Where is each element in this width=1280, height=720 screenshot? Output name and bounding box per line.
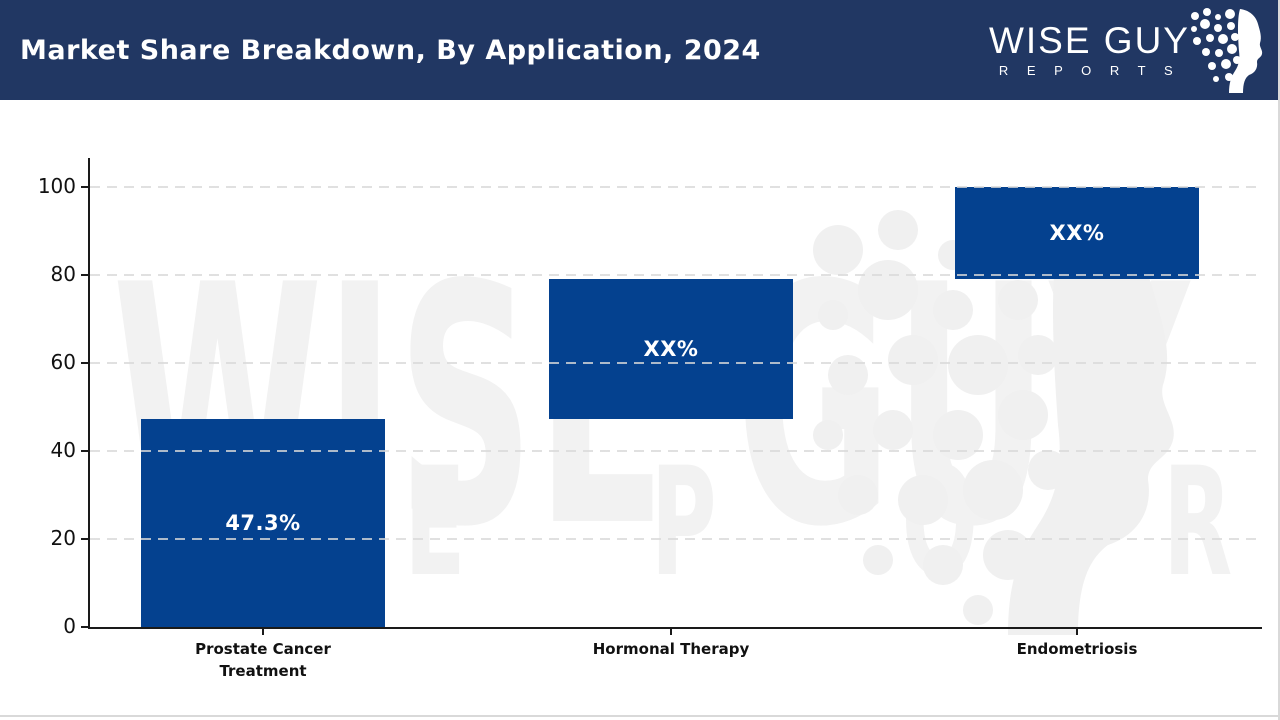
page-border-bottom: [0, 715, 1280, 717]
y-tick-label: 40: [50, 438, 76, 462]
brand-logo: WISE GUY R E P O R T S: [989, 0, 1266, 100]
page-border-right: [1278, 0, 1280, 720]
category-label-hormonal-therapy: Hormonal Therapy: [592, 640, 750, 658]
bar-value-label: XX%: [1049, 221, 1105, 246]
y-tick-mark: [81, 450, 90, 452]
brand-subtitle: R E P O R T S: [998, 63, 1181, 78]
bar-endometriosis: XX%: [955, 187, 1199, 280]
x-tick-mark: [262, 627, 264, 635]
x-axis-spine: [88, 627, 1262, 629]
gridline-40: [90, 450, 1262, 452]
gridline-20: [90, 538, 1262, 540]
y-tick-mark: [81, 362, 90, 364]
brand-head-icon: [1191, 8, 1263, 93]
bar-value-label: XX%: [643, 337, 699, 362]
x-tick-mark: [1076, 627, 1078, 635]
brand-logo-text: WISE GUY R E P O R T S: [989, 22, 1190, 78]
gridline-100: [90, 186, 1262, 188]
gridline-80: [90, 274, 1262, 276]
y-tick-mark: [81, 274, 90, 276]
bar-hormonal-therapy: XX%: [549, 279, 793, 419]
category-label-prostate-cancer-treatment: Prostate Cancer Treatment: [195, 640, 331, 680]
x-tick-mark: [670, 627, 672, 635]
category-label-endometriosis: Endometriosis: [1016, 640, 1138, 658]
bar-prostate-cancer-treatment: 47.3%: [141, 418, 385, 627]
y-tick-mark: [81, 186, 90, 188]
gridline-60: [90, 362, 1262, 364]
y-axis-spine: [88, 158, 90, 629]
bar-value-label: 47.3%: [225, 510, 301, 535]
y-tick-label: 20: [50, 526, 76, 550]
y-tick-label: 0: [63, 614, 76, 638]
brand-name: WISE GUY: [988, 20, 1190, 61]
y-tick-mark: [81, 538, 90, 540]
y-tick-label: 100: [37, 174, 76, 198]
y-tick-label: 60: [50, 350, 76, 374]
header-bar: Market Share Breakdown, By Application, …: [0, 0, 1280, 100]
y-tick-mark: [81, 626, 90, 628]
page-title: Market Share Breakdown, By Application, …: [20, 34, 761, 66]
y-tick-label: 80: [50, 262, 76, 286]
